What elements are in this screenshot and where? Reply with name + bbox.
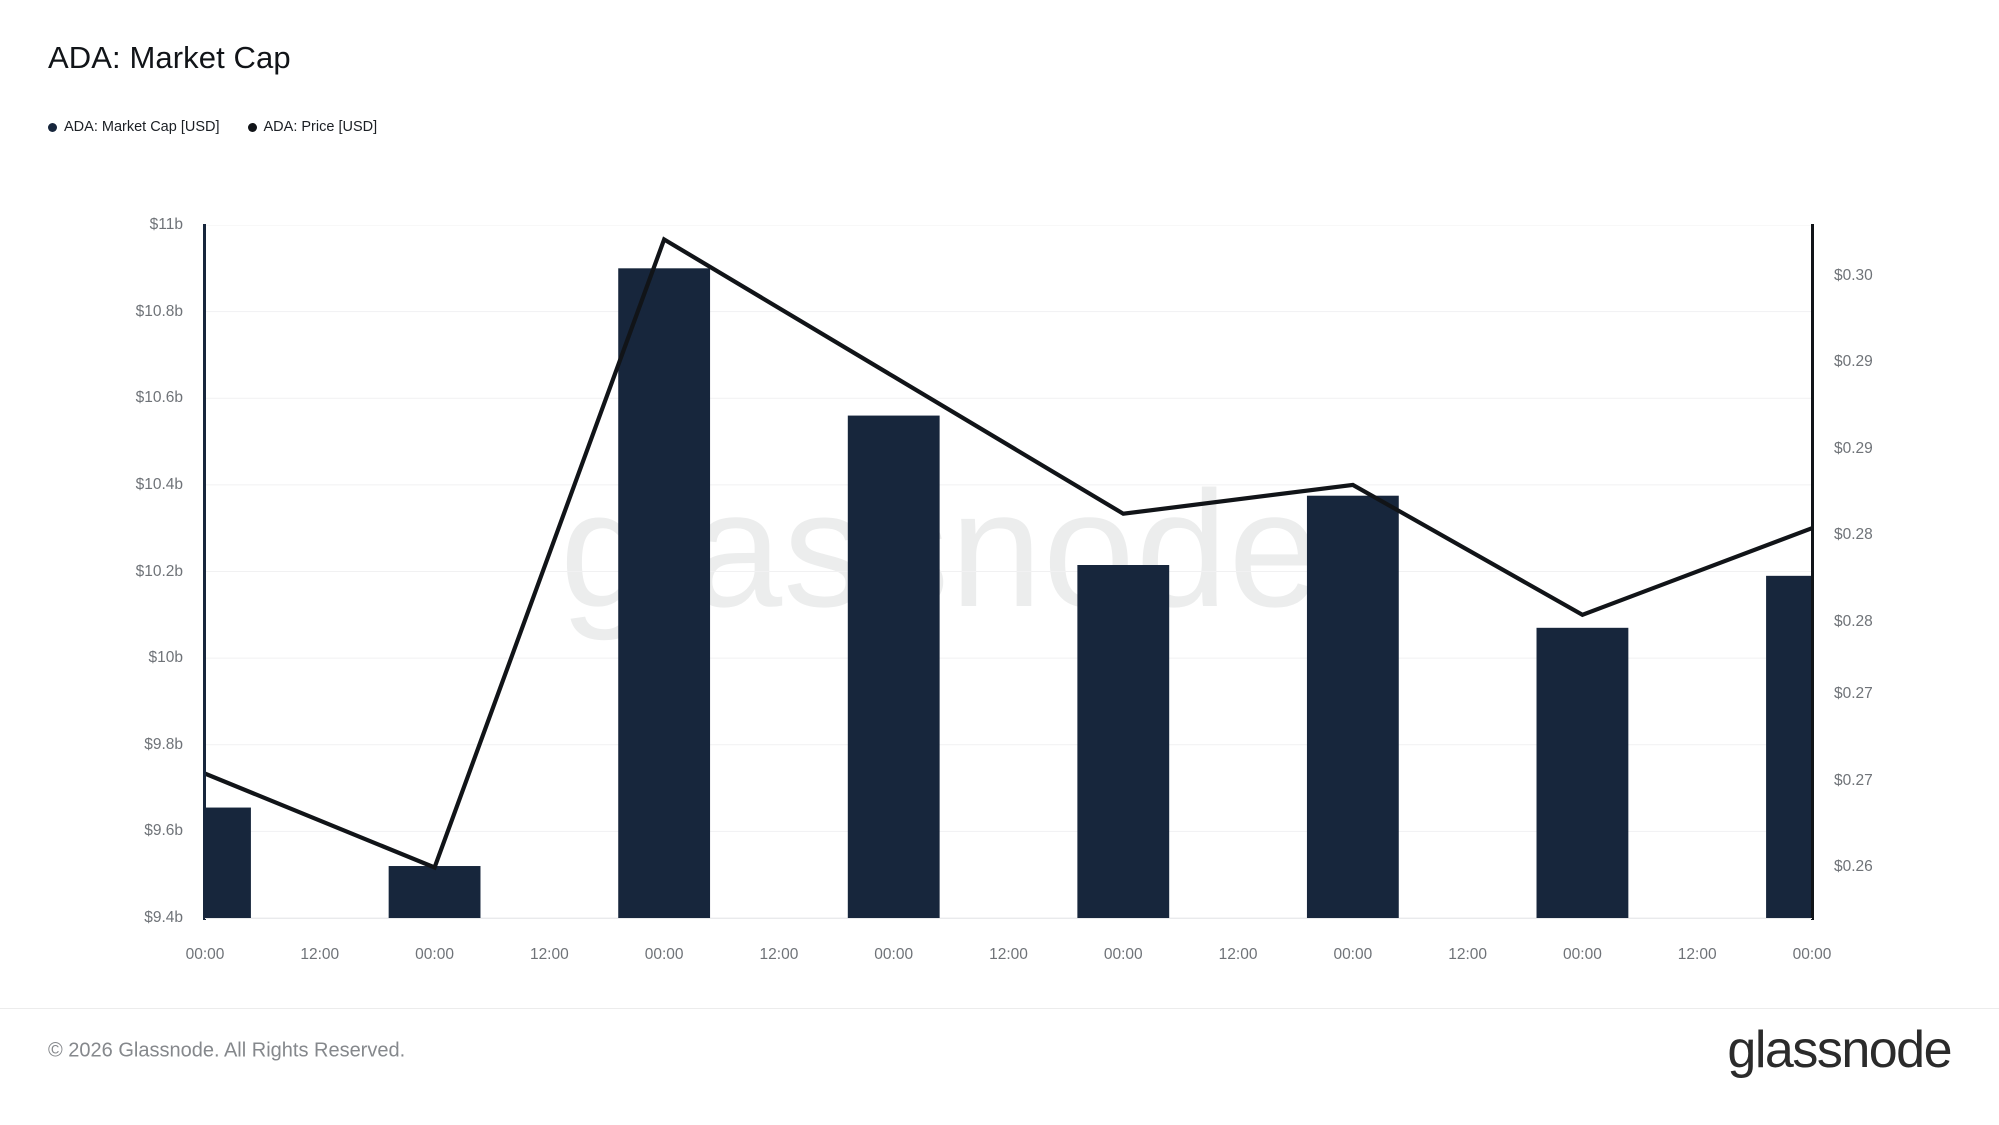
- chart-canvas: [205, 225, 1812, 918]
- x-axis-tick-label: 00:00: [185, 946, 225, 963]
- x-axis-tick-label: 00:00: [644, 946, 684, 963]
- y-axis-right-tick-label: $0.29: [1834, 439, 1873, 457]
- y-axis-right-tick-label: $0.30: [1834, 266, 1873, 284]
- page-title: ADA: Market Cap: [48, 40, 291, 75]
- legend-dot-icon: [247, 122, 257, 132]
- legend-label-price: ADA: Price [USD]: [263, 119, 378, 135]
- x-axis-tick-label: 00:00: [1103, 946, 1143, 963]
- y-axis-left-tick-label: $9.8b: [144, 735, 183, 753]
- x-axis-tick-label: 00:00: [874, 946, 914, 963]
- bar-series: [205, 268, 1812, 918]
- y-axis-left-tick-label: $10b: [148, 649, 183, 667]
- x-axis-tick-label: 00:00: [1563, 946, 1602, 963]
- y-axis-left-tick-label: $10.4b: [135, 475, 183, 493]
- legend-item-price[interactable]: ADA: Price [USD]: [247, 119, 378, 135]
- line-series: [205, 236, 1812, 871]
- x-axis-tick-label: 12:00: [1218, 946, 1258, 963]
- legend-dot-icon: [48, 122, 57, 132]
- y-axis-right-tick-label: $0.28: [1834, 526, 1873, 544]
- bar[interactable]: [847, 415, 940, 918]
- x-axis-tick-label: 12:00: [300, 946, 340, 963]
- plot-area: [205, 225, 1812, 918]
- footer-copyright: © 2026 Glassnode. All Rights Reserved.: [48, 1039, 406, 1062]
- y-axis-right-tick-label: $0.27: [1834, 685, 1873, 703]
- y-axis-left-tick-label: $9.4b: [144, 909, 183, 926]
- legend-item-market-cap[interactable]: ADA: Market Cap [USD]: [48, 119, 220, 135]
- y-axis-right-tick-label: $0.28: [1834, 613, 1873, 631]
- y-axis-left-tick-label: $10.2b: [135, 562, 183, 580]
- y-axis-right-tick-label: $0.27: [1834, 771, 1873, 789]
- y-axis-left-tick-label: $10.6b: [135, 389, 183, 407]
- footer-divider: [0, 1008, 1999, 1009]
- y-axis-right-spine: [1811, 224, 1814, 920]
- x-axis-tick-label: 00:00: [1333, 946, 1373, 963]
- y-axis-left-tick-label: $10.8b: [135, 302, 183, 320]
- bar[interactable]: [1536, 627, 1629, 918]
- x-axis-spine: [205, 918, 1812, 919]
- chart-legend: ADA: Market Cap [USD] ADA: Price [USD]: [48, 117, 377, 137]
- y-axis-right-tick-label: $0.29: [1834, 353, 1873, 371]
- x-axis-tick-label: 12:00: [1677, 946, 1717, 963]
- legend-label-market-cap: ADA: Market Cap [USD]: [64, 119, 220, 135]
- x-axis-tick-label: 12:00: [1448, 946, 1488, 963]
- x-axis-tick-label: 12:00: [759, 946, 799, 963]
- glassnode-logo: glassnode: [1727, 1021, 1952, 1079]
- y-axis-left-tick-label: $9.6b: [144, 822, 183, 840]
- bar[interactable]: [388, 866, 481, 918]
- bar[interactable]: [1306, 495, 1399, 918]
- bar[interactable]: [205, 807, 251, 918]
- bar[interactable]: [1766, 575, 1812, 918]
- x-axis-tick-label: 12:00: [529, 946, 569, 963]
- x-axis-tick-label: 00:00: [1792, 946, 1832, 963]
- y-axis-left-tick-label: $11b: [149, 216, 183, 233]
- bar[interactable]: [618, 268, 711, 918]
- price-line[interactable]: [205, 236, 1812, 871]
- y-axis-left-spine: [203, 224, 206, 920]
- x-axis-tick-label: 12:00: [989, 946, 1028, 963]
- x-axis-tick-label: 00:00: [415, 946, 454, 963]
- y-axis-right-tick-label: $0.26: [1834, 858, 1873, 876]
- bar[interactable]: [1077, 565, 1170, 918]
